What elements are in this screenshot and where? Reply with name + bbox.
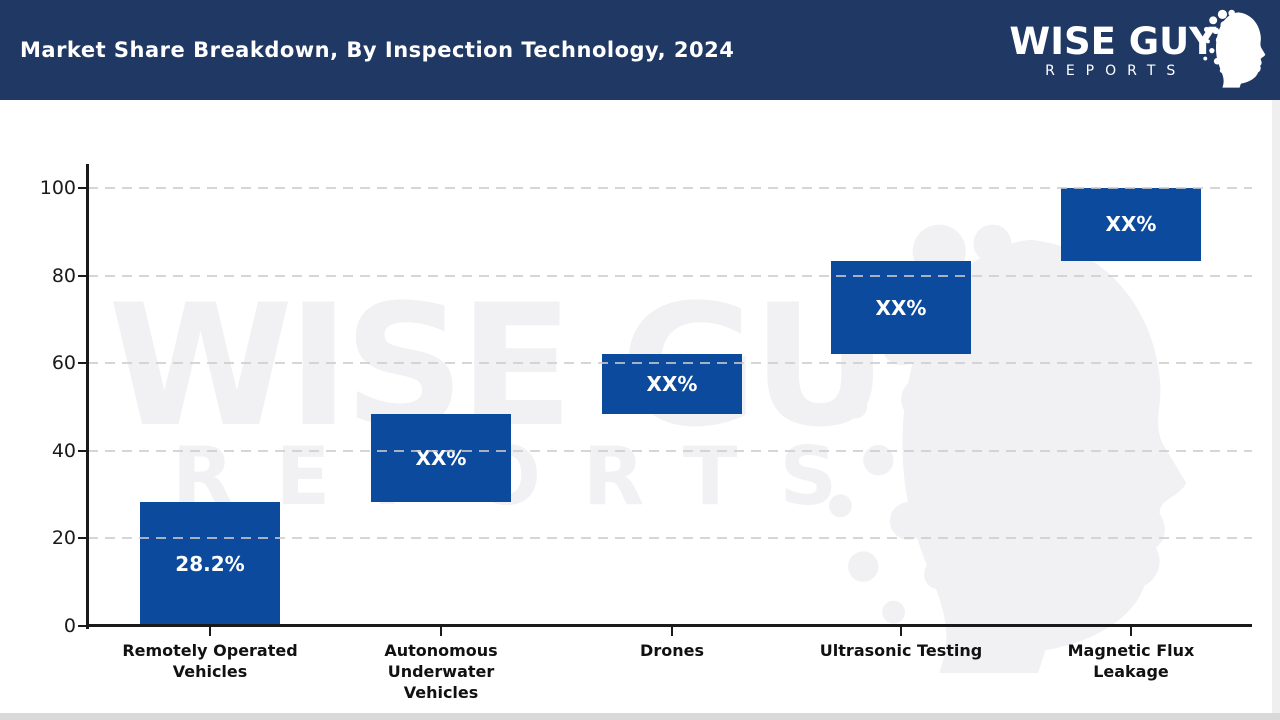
frame-right-strip xyxy=(1272,100,1280,720)
wise-guy-logo: WISE GUY REPORTS xyxy=(1009,9,1266,88)
gridline-40 xyxy=(88,449,1252,452)
category-label-ultrasonic-testing: Ultrasonic Testing xyxy=(819,641,983,660)
category-label-remotely-operated-vehicles: Remotely Operated Vehicles xyxy=(122,641,298,681)
frame-bottom-strip xyxy=(0,713,1280,720)
y-tick-label-40: 40 xyxy=(51,439,76,462)
x-tick-mark-3 xyxy=(900,627,902,636)
bar-value-label: XX% xyxy=(875,295,927,320)
logo-name: WISE GUY xyxy=(1009,19,1216,63)
y-tick-mark-20 xyxy=(78,537,88,540)
bar-value-label: XX% xyxy=(1105,212,1157,237)
category-label-drones: Drones xyxy=(640,641,704,660)
bar-value-label: XX% xyxy=(646,372,698,396)
y-tick-mark-60 xyxy=(78,362,88,365)
y-tick-mark-80 xyxy=(78,274,88,277)
y-tick-label-60: 60 xyxy=(51,352,76,375)
y-tick-label-100: 100 xyxy=(39,177,76,199)
gridline-80 xyxy=(88,274,1252,277)
y-tick-mark-0 xyxy=(78,625,88,627)
bar-drones: XX% xyxy=(602,354,742,414)
bar-value-label: 28.2% xyxy=(175,552,245,577)
x-tick-mark-4 xyxy=(1130,627,1132,636)
x-axis-spine xyxy=(86,624,1252,627)
y-tick-label-80: 80 xyxy=(51,264,76,287)
gridline-60 xyxy=(88,362,1252,365)
logo-head-icon xyxy=(1203,9,1266,88)
header-bar: Market Share Breakdown, By Inspection Te… xyxy=(0,0,1280,100)
x-tick-mark-2 xyxy=(671,627,673,636)
chart-title: Market Share Breakdown, By Inspection Te… xyxy=(20,38,735,62)
y-tick-mark-40 xyxy=(78,449,88,452)
bar-autonomous-underwater-vehicles: XX% xyxy=(371,413,511,503)
logo-subtitle: REPORTS xyxy=(1045,62,1187,79)
y-tick-mark-100 xyxy=(78,187,88,189)
bar-remotely-operated-vehicles: 28.2% xyxy=(140,502,280,626)
gridline-100 xyxy=(88,187,1252,189)
x-tick-mark-0 xyxy=(209,627,211,636)
bar-magnetic-flux-leakage: XX% xyxy=(1061,188,1201,261)
category-label-magnetic-flux-leakage: Magnetic Flux Leakage xyxy=(1067,641,1195,681)
gridline-20 xyxy=(88,537,1252,540)
y-tick-label-0: 0 xyxy=(63,615,76,637)
x-tick-mark-1 xyxy=(440,627,442,636)
chart-area: WISE GUY REPORTS 28.2% XX% XX% XX% XX% 0 20 40… xyxy=(0,100,1280,720)
category-label-autonomous-underwater-vehicles: Autonomous Underwater Vehicles xyxy=(384,641,498,702)
y-tick-label-20: 20 xyxy=(51,527,76,550)
logo-text: WISE GUY REPORTS xyxy=(1009,23,1216,78)
y-axis-spine xyxy=(86,164,89,629)
